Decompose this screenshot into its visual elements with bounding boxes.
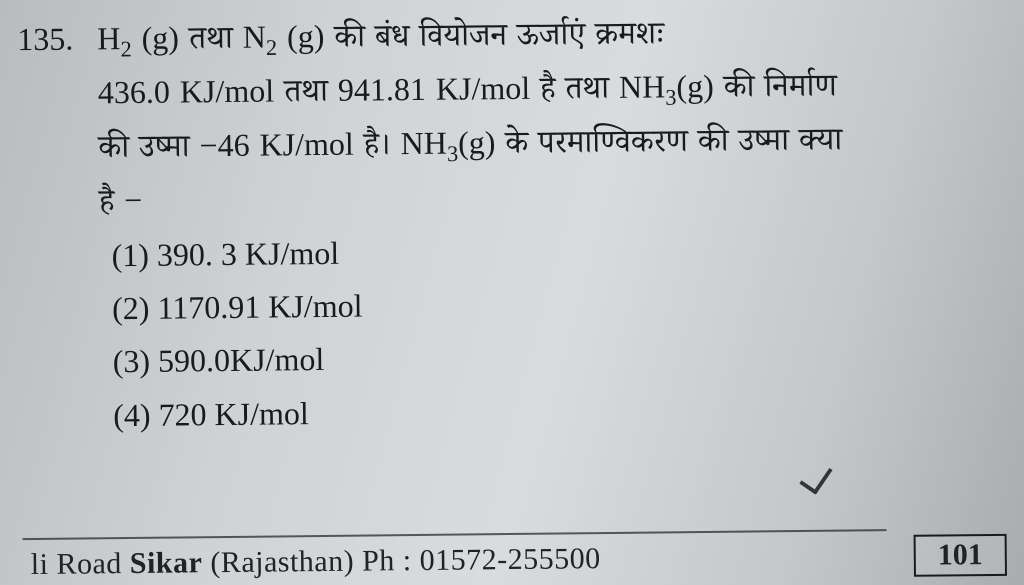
question-line-2: 436.0 KJ/mol तथा 941.81 KJ/mol है तथा NH… [18,59,1002,121]
page-number-box: 101 [914,534,1007,577]
question-line-3: की उष्मा −46 KJ/mol है। NH3(g) के परमाण्… [18,113,1002,175]
question-number: 135. [17,14,97,63]
question-text-2: 436.0 KJ/mol तथा 941.81 KJ/mol है तथा NH… [98,59,1002,120]
option-1: (1) 390. 3 KJ/mol [111,221,1003,282]
question-line-1: 135. H2 (g) तथा N2 (g) की बंध वियोजन ऊर्… [17,5,1001,67]
options-block: (1) 390. 3 KJ/mol (2) 1170.91 KJ/mol (3)… [111,221,1005,441]
question-line-4: है − [19,167,1003,225]
option-4: (4) 720 KJ/mol [113,380,1005,441]
question-text-3: की उष्मा −46 KJ/mol है। NH3(g) के परमाण्… [98,113,1002,174]
question-text-1: H2 (g) तथा N2 (g) की बंध वियोजन ऊर्जाएं … [97,5,1001,66]
footer-address: li Road Sikar (Rajasthan) Ph : 01572-255… [31,542,601,582]
question-text-4: है − [99,167,1003,224]
footer: li Road Sikar (Rajasthan) Ph : 01572-255… [3,534,1024,585]
option-2: (2) 1170.91 KJ/mol [112,274,1004,335]
pen-mark-icon [799,459,832,495]
option-3: (3) 590.0KJ/mol [112,327,1004,388]
page-scan: 135. H2 (g) तथा N2 (g) की बंध वियोजन ऊर्… [0,0,1024,585]
footer-rule [23,529,887,540]
